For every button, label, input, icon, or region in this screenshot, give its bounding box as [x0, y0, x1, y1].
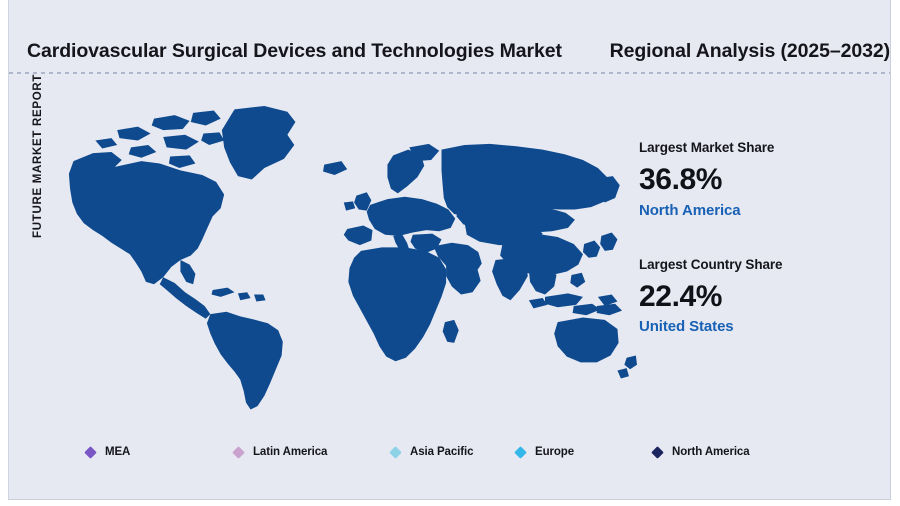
stat-value-market-share: 36.8% — [639, 163, 723, 196]
legend-label: Latin America — [253, 446, 328, 458]
legend-item-mea[interactable]: MEA — [84, 445, 131, 459]
legend-marker-diamond-icon — [84, 445, 97, 459]
stat-region-market-share: North America — [639, 201, 741, 219]
frame-outer-left — [0, 0, 8, 506]
stat-block-market-share: Largest Market Share 36.8% North America — [639, 140, 884, 219]
stat-region-country-share: United States — [639, 318, 734, 335]
frame-outer-bottom — [0, 500, 900, 506]
legend-marker-diamond-icon — [651, 445, 664, 459]
legend-label: MEA — [105, 446, 131, 458]
legend-item-asia-pacific[interactable]: Asia Pacific — [389, 445, 474, 459]
frame-border-left — [8, 0, 9, 500]
title-area: Cardiovascular Surgical Devices and Tech… — [9, 0, 890, 72]
legend-label: Europe — [535, 446, 575, 458]
stat-block-country-share: Largest Country Share 22.4% United State… — [639, 257, 884, 336]
legend-marker-diamond-icon — [389, 445, 402, 459]
brand-watermark: FUTURE MARKET REPORT — [32, 73, 44, 238]
legend-marker-diamond-icon — [514, 445, 527, 459]
world-map-landmass — [68, 105, 637, 410]
legend-item-latin-america[interactable]: Latin America — [232, 445, 328, 459]
legend-item-north-america[interactable]: North America — [651, 445, 750, 459]
stat-label-country-share: Largest Country Share — [639, 256, 783, 272]
stat-value-country-share: 22.4% — [639, 279, 723, 313]
frame-border-bottom — [8, 499, 891, 500]
stat-label-market-share: Largest Market Share — [639, 140, 775, 155]
map-legend: MEA Latin America Asia Pacific Europe No… — [84, 445, 786, 468]
legend-item-europe[interactable]: Europe — [514, 445, 575, 459]
stats-panel: Largest Market Share 36.8% North America… — [639, 140, 884, 373]
world-map — [62, 92, 637, 412]
page-title-primary: Cardiovascular Surgical Devices and Tech… — [27, 40, 562, 62]
page-title-secondary: Regional Analysis (2025–2032) — [609, 40, 890, 62]
legend-label: Asia Pacific — [410, 446, 474, 458]
frame-border-right — [890, 0, 891, 500]
title-divider — [9, 72, 890, 74]
legend-marker-diamond-icon — [232, 445, 245, 459]
frame-outer-right — [891, 0, 900, 506]
legend-label: North America — [672, 446, 750, 458]
